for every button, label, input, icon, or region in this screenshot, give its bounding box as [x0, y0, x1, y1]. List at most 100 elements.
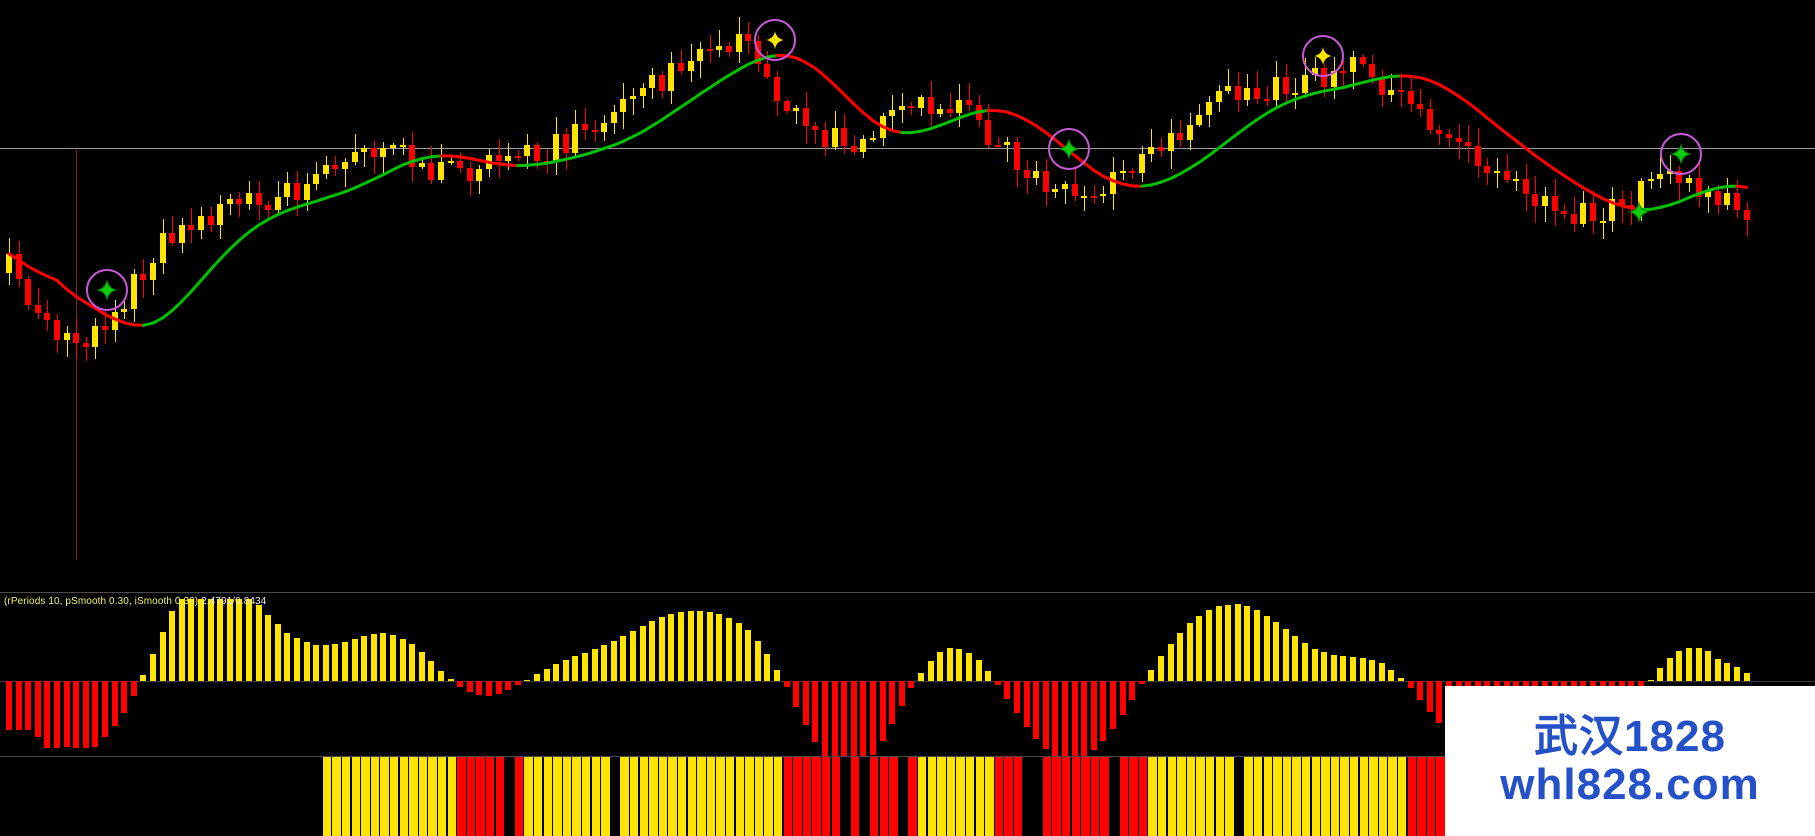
ribbon-cell	[486, 757, 495, 836]
histogram-bar	[774, 669, 780, 681]
histogram-bar	[1657, 668, 1664, 681]
candle-body	[217, 203, 224, 225]
histogram-bar	[1196, 615, 1203, 681]
ribbon-cell	[860, 757, 869, 836]
candle-body	[898, 106, 905, 110]
ribbon-cell	[1378, 757, 1388, 836]
candle-body	[1599, 220, 1606, 223]
histogram-bar	[102, 681, 108, 738]
candle-body	[102, 326, 108, 331]
candle-body	[1359, 57, 1366, 64]
histogram-bar	[1311, 648, 1318, 681]
candle-body	[1503, 170, 1510, 181]
ribbon-cell	[639, 757, 648, 836]
ribbon-cell	[236, 757, 245, 836]
histogram-bar	[668, 613, 675, 681]
ribbon-cell	[1033, 757, 1042, 836]
histogram-bar	[1110, 681, 1116, 730]
candle-body	[1590, 203, 1596, 222]
histogram-bar	[1705, 651, 1712, 681]
histogram-bar	[486, 681, 492, 696]
candle-body	[1426, 108, 1433, 130]
histogram-bar	[1071, 681, 1078, 756]
ribbon-cell	[630, 757, 639, 836]
indicator-params: (rPeriods 10, pSmooth 0.30, iSmooth 0.30…	[4, 596, 199, 607]
histogram-bar	[1206, 610, 1212, 681]
ribbon-cell	[1234, 757, 1244, 836]
candle-wick	[681, 49, 682, 75]
candle-body	[1436, 129, 1443, 135]
ribbon-cell	[658, 757, 668, 836]
candle-body	[591, 129, 598, 132]
candle-body	[956, 99, 963, 113]
candle-body	[332, 165, 339, 170]
ribbon-cell	[6, 757, 15, 836]
candle-wick	[66, 325, 68, 358]
ribbon-cell	[889, 757, 898, 836]
ribbon-cell	[1215, 757, 1224, 836]
candle-wick	[1103, 185, 1105, 203]
candle-body	[130, 274, 137, 310]
ribbon-cell	[1369, 757, 1378, 836]
ribbon-cell	[1042, 757, 1052, 836]
candle-body	[54, 320, 60, 341]
candle-body	[697, 49, 704, 62]
histogram-bar	[1263, 615, 1270, 681]
candle-body	[1609, 198, 1616, 221]
ribbon-cell	[111, 757, 120, 836]
candle-wick	[450, 156, 452, 165]
ribbon-cell	[438, 757, 447, 836]
ribbon-cell	[610, 757, 620, 836]
candle-body	[543, 161, 550, 164]
watermark-line-2: whl828.com	[1500, 760, 1760, 809]
candle-body	[1398, 89, 1404, 92]
candle-wick	[1074, 165, 1076, 201]
indicator-value: 2.4791/0.8434	[201, 596, 267, 607]
candle-body	[649, 75, 656, 88]
candle-body	[1532, 193, 1539, 206]
candle-wick	[85, 337, 87, 361]
candle-body	[111, 312, 118, 331]
candle-body	[63, 332, 70, 341]
candle-body	[1225, 86, 1232, 92]
ribbon-cell	[812, 757, 821, 836]
signal-sparkle-icon	[1630, 203, 1647, 220]
ribbon-cell	[582, 757, 591, 836]
histogram-bar	[495, 681, 502, 694]
ribbon-cell	[255, 757, 264, 836]
histogram-bar	[1148, 670, 1155, 681]
histogram-bar	[908, 681, 915, 689]
candle-body	[1081, 195, 1088, 198]
histogram-bar	[658, 617, 665, 681]
candle-body	[994, 144, 1001, 147]
histogram-bar	[1138, 681, 1145, 685]
ribbon-cell	[591, 757, 600, 836]
ribbon-cell	[1062, 757, 1071, 836]
ribbon-cell	[678, 757, 687, 836]
candle-body	[226, 199, 233, 204]
histogram-bar	[1254, 610, 1260, 681]
ribbon-cell	[380, 757, 389, 836]
histogram-bar	[332, 643, 339, 681]
ribbon-cell	[1254, 757, 1263, 836]
candle-body	[294, 182, 300, 200]
ribbon-cell	[457, 757, 466, 836]
candle-body	[1273, 76, 1280, 101]
candle-body	[793, 108, 800, 111]
histogram-bar	[975, 660, 982, 681]
candle-wick	[1084, 185, 1086, 212]
candle-body	[514, 155, 521, 158]
candle-body	[265, 205, 272, 210]
ribbon-cell	[898, 757, 908, 836]
candle-body	[1542, 195, 1548, 206]
ribbon-cell	[428, 757, 437, 836]
candle-body	[15, 253, 22, 279]
histogram-bar	[44, 681, 51, 749]
candle-body	[937, 109, 944, 115]
histogram-bar	[438, 670, 444, 681]
ribbon-cell	[946, 757, 956, 836]
candle-body	[1119, 171, 1126, 174]
ribbon-cell	[687, 757, 696, 836]
ribbon-cell	[1138, 757, 1148, 836]
histogram-bar	[812, 681, 819, 743]
